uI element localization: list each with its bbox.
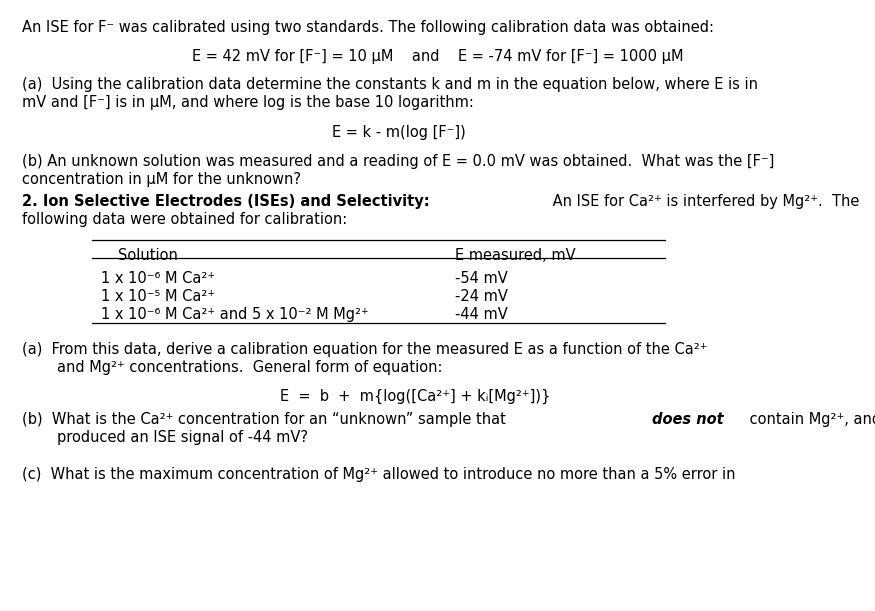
Text: E measured, mV: E measured, mV bbox=[455, 248, 576, 263]
Text: does not: does not bbox=[652, 412, 724, 428]
Text: following data were obtained for calibration:: following data were obtained for calibra… bbox=[22, 212, 347, 227]
Text: concentration in μM for the unknown?: concentration in μM for the unknown? bbox=[22, 172, 301, 187]
Text: (b)  What is the Ca²⁺ concentration for an “unknown” sample that: (b) What is the Ca²⁺ concentration for a… bbox=[22, 412, 510, 428]
Text: E = k - m(log [F⁻]): E = k - m(log [F⁻]) bbox=[332, 125, 466, 140]
Text: 1 x 10⁻⁶ M Ca²⁺ and 5 x 10⁻² M Mg²⁺: 1 x 10⁻⁶ M Ca²⁺ and 5 x 10⁻² M Mg²⁺ bbox=[101, 307, 368, 323]
Text: (a)  From this data, derive a calibration equation for the measured E as a funct: (a) From this data, derive a calibration… bbox=[22, 342, 707, 357]
Text: and Mg²⁺ concentrations.  General form of equation:: and Mg²⁺ concentrations. General form of… bbox=[57, 360, 443, 375]
Text: (b) An unknown solution was measured and a reading of E = 0.0 mV was obtained.  : (b) An unknown solution was measured and… bbox=[22, 154, 774, 169]
Text: E  =  b  +  m{log([Ca²⁺] + kᵢ[Mg²⁺])}: E = b + m{log([Ca²⁺] + kᵢ[Mg²⁺])} bbox=[280, 389, 550, 404]
Text: (a)  Using the calibration data determine the constants k and m in the equation : (a) Using the calibration data determine… bbox=[22, 77, 758, 92]
Text: -54 mV: -54 mV bbox=[455, 271, 507, 286]
Text: -44 mV: -44 mV bbox=[455, 307, 507, 323]
Text: An ISE for Ca²⁺ is interfered by Mg²⁺.  The: An ISE for Ca²⁺ is interfered by Mg²⁺. T… bbox=[548, 194, 859, 210]
Text: E = 42 mV for [F⁻] = 10 μM    and    E = -74 mV for [F⁻] = 1000 μM: E = 42 mV for [F⁻] = 10 μM and E = -74 m… bbox=[192, 49, 683, 64]
Text: (c)  What is the maximum concentration of Mg²⁺ allowed to introduce no more than: (c) What is the maximum concentration of… bbox=[22, 467, 735, 482]
Text: 1 x 10⁻⁶ M Ca²⁺: 1 x 10⁻⁶ M Ca²⁺ bbox=[101, 271, 214, 286]
Text: mV and [F⁻] is in μM, and where log is the base 10 logarithm:: mV and [F⁻] is in μM, and where log is t… bbox=[22, 95, 473, 110]
Text: -24 mV: -24 mV bbox=[455, 289, 507, 304]
Text: An ISE for F⁻ was calibrated using two standards. The following calibration data: An ISE for F⁻ was calibrated using two s… bbox=[22, 20, 714, 35]
Text: 2. Ion Selective Electrodes (ISEs) and Selectivity:: 2. Ion Selective Electrodes (ISEs) and S… bbox=[22, 194, 430, 210]
Text: 1 x 10⁻⁵ M Ca²⁺: 1 x 10⁻⁵ M Ca²⁺ bbox=[101, 289, 214, 304]
Text: Solution: Solution bbox=[118, 248, 178, 263]
Text: contain Mg²⁺, and: contain Mg²⁺, and bbox=[745, 412, 875, 428]
Text: produced an ISE signal of -44 mV?: produced an ISE signal of -44 mV? bbox=[57, 430, 308, 445]
